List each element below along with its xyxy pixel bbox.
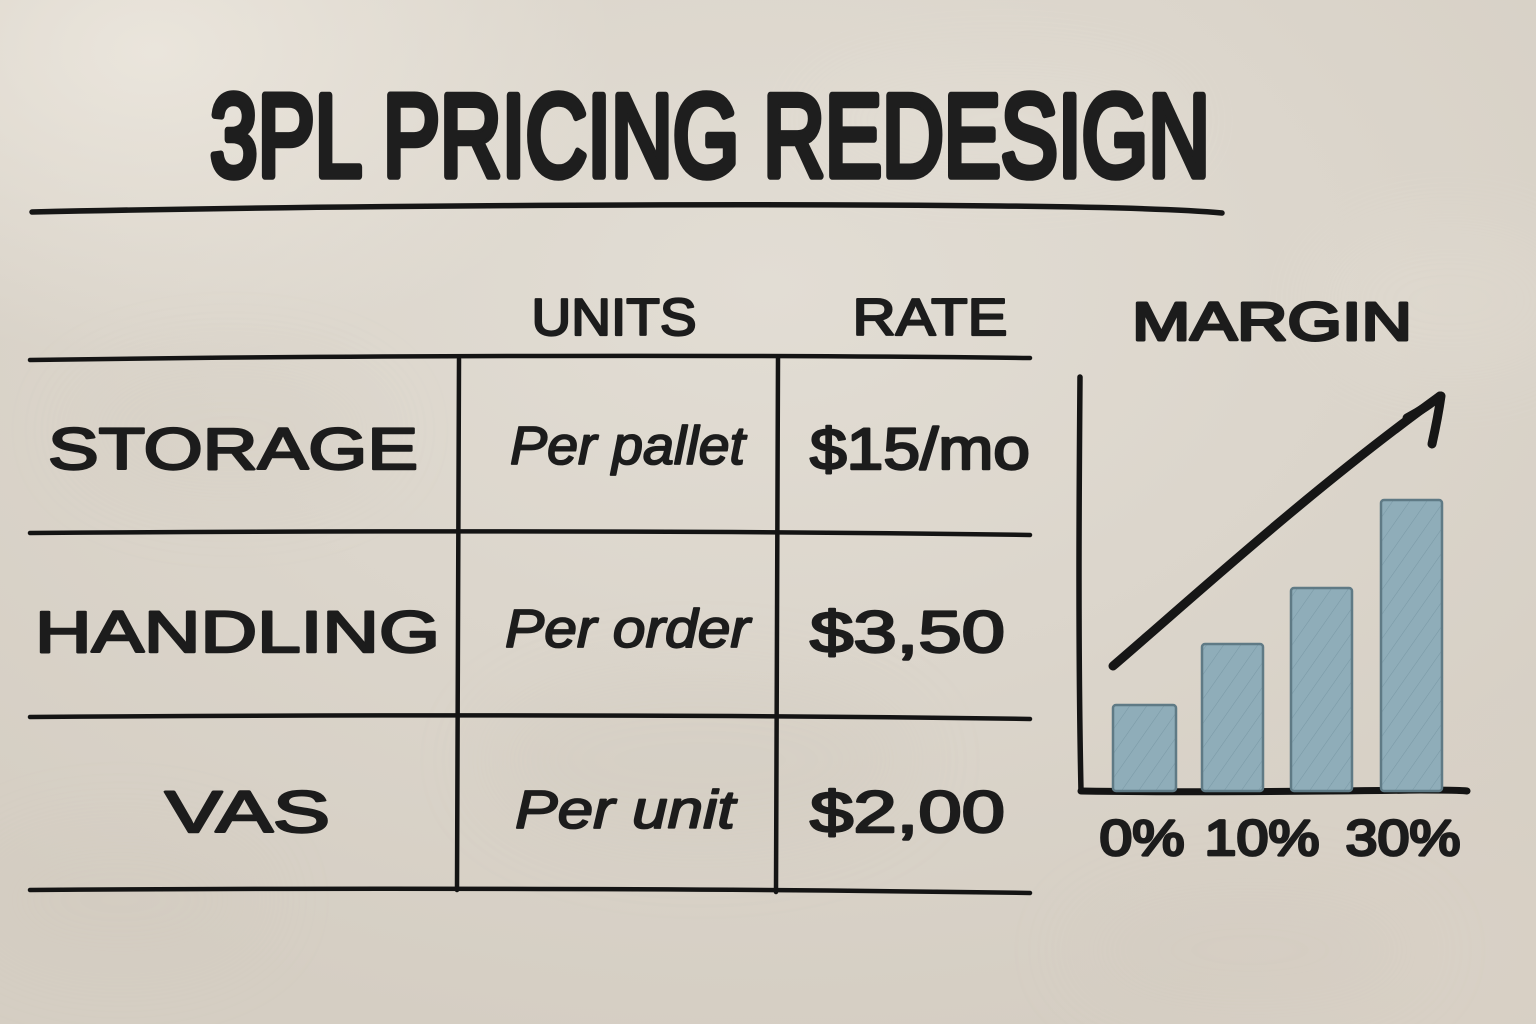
svg-text:UNITS: UNITS [532, 289, 697, 347]
svg-text:3PL PRICING REDESIGN: 3PL PRICING REDESIGN [210, 70, 1210, 201]
svg-text:RATE: RATE [853, 289, 1008, 347]
svg-text:10%: 10% [1205, 810, 1320, 866]
svg-text:0%: 0% [1100, 810, 1185, 866]
svg-text:Per unit: Per unit [515, 780, 737, 840]
svg-text:MARGIN: MARGIN [1132, 292, 1412, 352]
svg-text:Per order: Per order [505, 599, 752, 659]
svg-text:$15/mo: $15/mo [810, 417, 1030, 482]
svg-text:30%: 30% [1346, 810, 1461, 866]
svg-text:$2,00: $2,00 [810, 780, 1005, 845]
svg-text:VAS: VAS [165, 780, 330, 845]
svg-text:Per pallet: Per pallet [510, 416, 747, 476]
svg-text:$3,50: $3,50 [810, 600, 1005, 665]
svg-text:STORAGE: STORAGE [48, 417, 418, 482]
svg-text:HANDLING: HANDLING [35, 600, 440, 665]
